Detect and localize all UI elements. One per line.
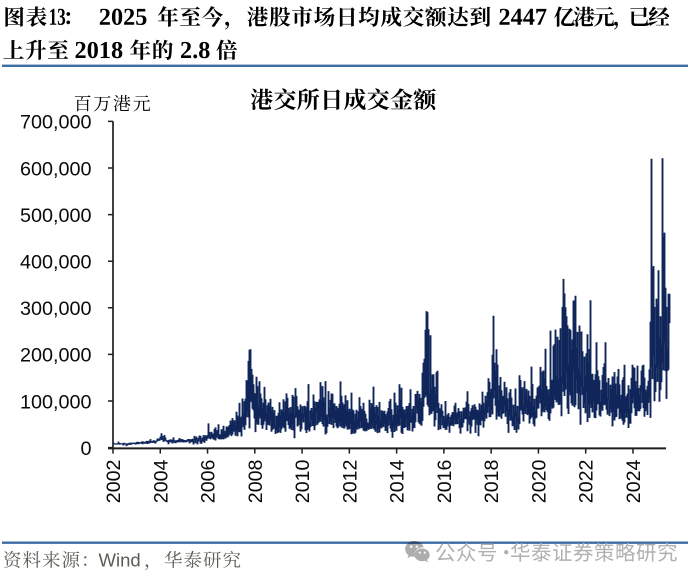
svg-text:200,000: 200,000: [20, 345, 92, 367]
svg-text:300,000: 300,000: [20, 298, 92, 320]
svg-text:400,000: 400,000: [20, 252, 92, 274]
svg-text:0: 0: [80, 438, 91, 460]
svg-text:500,000: 500,000: [20, 205, 92, 227]
svg-text:700,000: 700,000: [20, 112, 92, 134]
svg-text:2018: 2018: [481, 460, 503, 504]
svg-text:600,000: 600,000: [20, 158, 92, 180]
svg-text:2004: 2004: [150, 460, 172, 504]
svg-text:2024: 2024: [623, 460, 645, 504]
svg-text:2014: 2014: [387, 460, 409, 504]
svg-text:2020: 2020: [528, 460, 550, 504]
svg-text:2006: 2006: [198, 460, 220, 504]
svg-text:2022: 2022: [576, 460, 598, 504]
svg-text:2012: 2012: [339, 460, 361, 504]
svg-text:2008: 2008: [245, 460, 267, 504]
svg-text:2010: 2010: [292, 460, 314, 504]
svg-text:100,000: 100,000: [20, 391, 92, 413]
svg-text:2016: 2016: [434, 460, 456, 504]
svg-text:2002: 2002: [103, 460, 125, 504]
svg-text:Wind: Wind: [99, 550, 141, 571]
